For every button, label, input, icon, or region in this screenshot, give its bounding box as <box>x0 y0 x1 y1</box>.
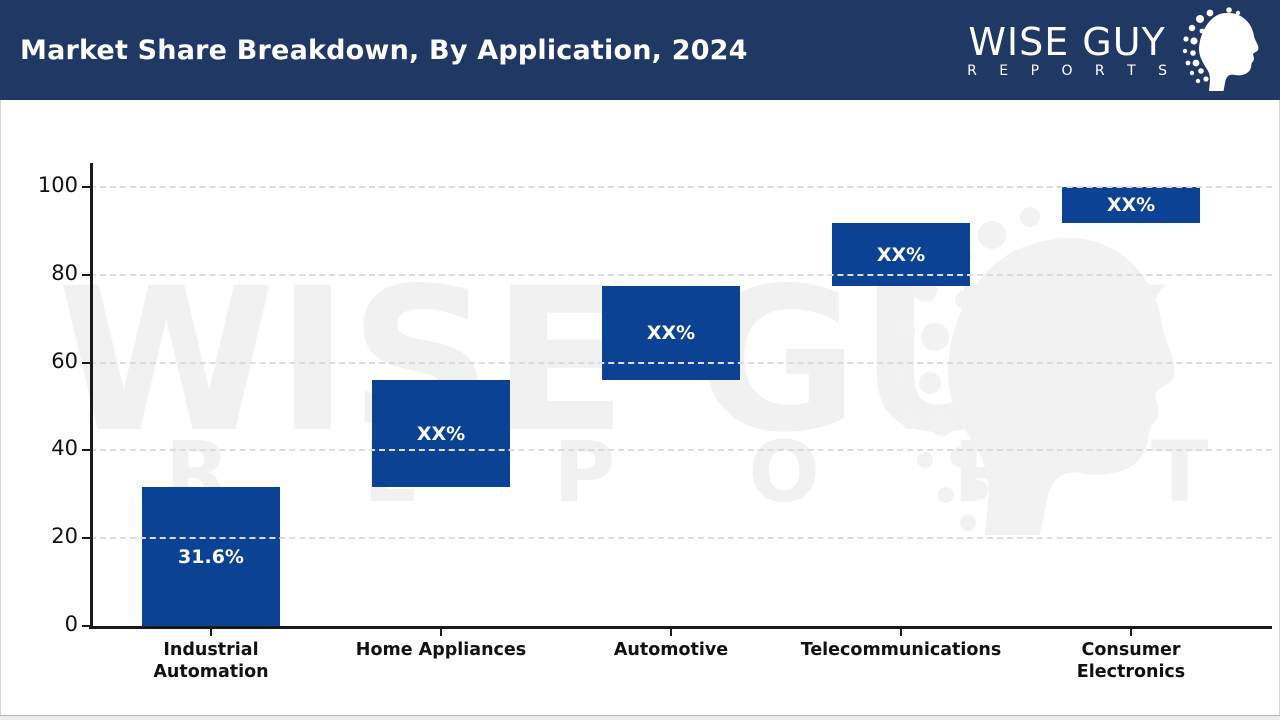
bar-segment: XX% <box>372 380 510 488</box>
wiseguy-logo: WISE GUY R E P O R T S <box>958 7 1262 93</box>
x-category-label: Automotive <box>613 640 729 660</box>
card-border-left <box>0 100 1 715</box>
y-axis-tick-label: 0 <box>64 612 78 636</box>
bar-value-label: XX% <box>876 243 926 266</box>
bar-value-label: XX% <box>646 321 696 344</box>
bar-segment: XX% <box>1062 187 1200 224</box>
y-axis-tick-mark <box>82 625 91 627</box>
wiseguy-logo-face-icon <box>1182 7 1259 92</box>
bottom-border <box>0 715 1280 720</box>
y-gridline <box>90 361 1272 364</box>
bar-segment: XX% <box>832 223 970 286</box>
x-axis-tick-mark <box>210 628 212 636</box>
y-axis-tick-label: 60 <box>51 348 78 373</box>
y-axis-tick-mark <box>82 537 91 540</box>
bar-value-label: XX% <box>1106 194 1156 217</box>
x-category-label: Industrial Automation <box>153 640 269 682</box>
y-gridline <box>90 449 1272 452</box>
x-category-label: Home Appliances <box>355 640 527 660</box>
x-category-label: Consumer Electronics <box>1076 640 1186 682</box>
y-axis-tick-label: 20 <box>51 524 78 549</box>
wiseguy-logo-text: WISE GUY R E P O R T S <box>958 23 1176 78</box>
y-axis-tick-label: 100 <box>37 173 78 197</box>
bar-segment: 31.6% <box>142 487 280 626</box>
x-axis-tick-mark <box>670 628 672 636</box>
y-gridline <box>90 537 1272 540</box>
y-axis-tick-mark <box>82 449 91 452</box>
y-gridline <box>90 186 1272 188</box>
bar-value-label: XX% <box>416 422 466 445</box>
y-axis-tick-mark <box>82 273 91 276</box>
x-axis-tick-mark <box>440 628 442 636</box>
x-category-label: Telecommunications <box>800 640 1002 660</box>
x-axis-tick-mark <box>1130 628 1132 636</box>
y-gridline <box>90 273 1272 276</box>
x-axis-tick-mark <box>900 628 902 636</box>
y-axis-tick-label: 40 <box>51 436 78 461</box>
plot-area: 0 20 40 60 80 100 31.6% Industrial Automation XX%… <box>0 100 1280 715</box>
y-axis-tick-mark <box>82 361 91 364</box>
header-bar: Market Share Breakdown, By Application, … <box>0 0 1280 100</box>
y-axis-tick-label: 80 <box>51 260 78 285</box>
y-axis-line <box>90 163 93 628</box>
x-axis-line <box>89 626 1272 629</box>
logo-subtitle: R E P O R T S <box>967 62 1176 79</box>
page-title: Market Share Breakdown, By Application, … <box>20 34 748 66</box>
bar-segment: XX% <box>602 285 740 381</box>
y-axis-tick-mark <box>82 186 91 188</box>
logo-name: WISE GUY <box>968 19 1166 64</box>
bar-value-label: 31.6% <box>178 545 244 568</box>
